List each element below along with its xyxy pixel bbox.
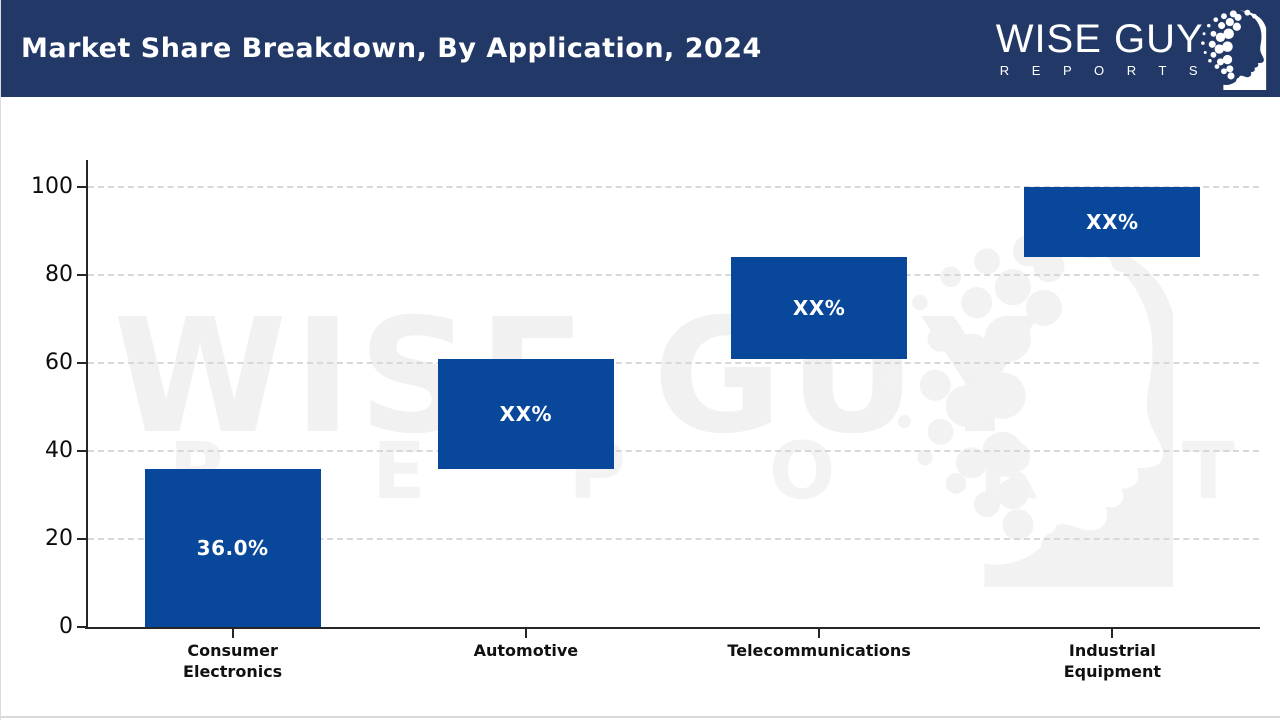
x-tick-mark [818,629,821,638]
gridline [88,362,1259,364]
y-tick-label: 80 [45,262,73,287]
bottom-border-line [1,716,1280,718]
y-tick-label: 0 [59,614,73,639]
logo-face-icon [1201,9,1267,90]
gridline [88,274,1259,276]
category-label: Automotive [473,641,579,660]
x-tick-mark [524,629,527,638]
y-tick-label: 20 [45,526,73,551]
y-tick-mark [77,450,86,452]
bar: 36.0% [144,468,321,627]
bar-value-label: XX% [792,295,846,320]
category-label: Consumer Electronics [183,641,283,681]
gridline [88,538,1259,540]
bar-value-label: 36.0% [196,535,269,560]
gridline [88,186,1259,188]
logo-primary-text: WISE GUY [995,17,1204,61]
bar-value-label: XX% [1086,210,1139,235]
logo-secondary-text: R E P O R T S [999,63,1207,78]
logo-face-dots [1201,9,1257,87]
y-tick-mark [77,538,86,540]
wise-guy-reports-logo: WISE GUY R E P O R T S [996,8,1280,90]
y-tick-mark [77,186,86,188]
logo-text: WISE GUY R E P O R T S [996,19,1207,78]
x-axis-line [85,627,1260,629]
y-tick-label: 40 [45,438,73,463]
bar: XX% [1024,187,1201,258]
bar: XX% [731,257,908,359]
x-tick-mark [231,629,234,638]
watermark-secondary-text: R E P O R T S [169,427,1280,517]
bar-value-label: XX% [499,401,553,426]
y-tick-mark [77,274,86,276]
y-axis-line [86,160,88,629]
y-tick-mark [77,362,86,364]
category-label: Telecommunications [727,641,911,660]
gridline [88,450,1259,452]
y-tick-mark [77,626,86,628]
x-tick-mark [1111,629,1114,638]
y-tick-label: 60 [45,350,73,375]
y-tick-label: 100 [31,174,73,199]
header-bar: Market Share Breakdown, By Application, … [1,0,1280,97]
page-title: Market Share Breakdown, By Application, … [21,33,762,64]
chart-area: WISE GUY R E P O R T S 02040608010036.0%… [1,97,1280,720]
category-label: Industrial Equipment [1063,641,1162,681]
bar: XX% [437,358,614,469]
